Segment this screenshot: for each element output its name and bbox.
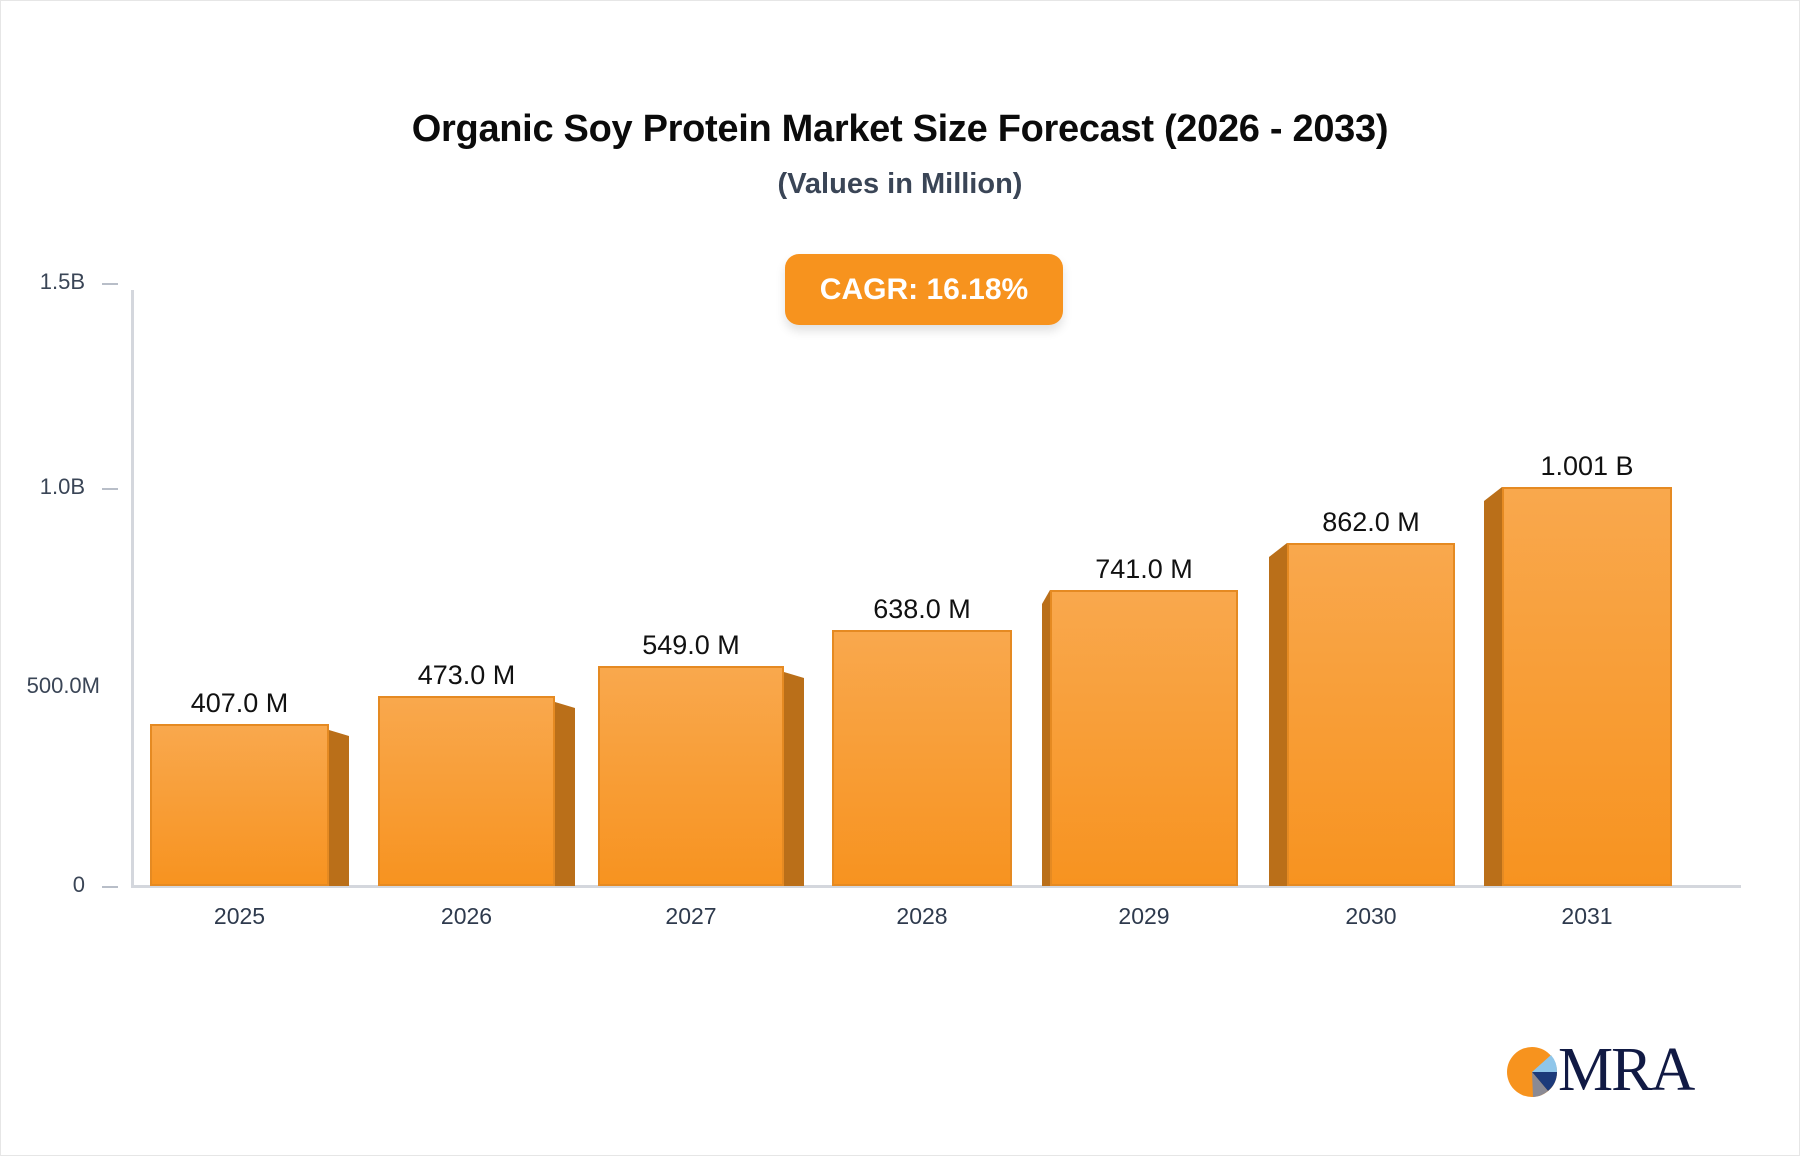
y-tick-label: 500.0M	[26, 673, 100, 698]
bar-front-face	[832, 630, 1012, 886]
y-tick-label: 1.0B	[39, 474, 85, 499]
y-tick-label: 1.5B	[39, 269, 85, 294]
y-tick-mark	[102, 886, 118, 888]
y-tick-mark	[102, 488, 118, 490]
cagr-badge: CAGR: 16.18%	[785, 254, 1063, 325]
bar-value-label: 473.0 M	[417, 660, 516, 690]
bar-2031	[1484, 487, 1672, 886]
bar-front-face	[598, 666, 784, 886]
bar-side-face	[1042, 590, 1050, 886]
bar-2026	[378, 696, 575, 886]
bar-value-label: 1.001 B	[1540, 451, 1634, 481]
bar-value-label: 407.0 M	[190, 688, 289, 718]
bar-2030	[1269, 543, 1455, 886]
x-tick-label: 2029	[1118, 903, 1170, 929]
mra-logo: MRA	[1506, 1036, 1696, 1104]
y-tick-label: 0	[72, 872, 85, 897]
bar-side-face	[555, 702, 575, 886]
x-tick-label: 2026	[440, 903, 493, 929]
bar-2027	[598, 666, 804, 886]
bar-side-face	[784, 672, 804, 886]
x-axis-line	[131, 885, 1741, 888]
bar-side-face	[1484, 487, 1502, 886]
logo-text: MRA	[1558, 1036, 1695, 1104]
bar-side-face	[1269, 543, 1287, 886]
bar-value-label: 549.0 M	[642, 630, 740, 660]
bar-front-face	[378, 696, 555, 886]
y-axis-line	[131, 290, 134, 888]
pie-logo-icon	[1507, 1047, 1558, 1097]
chart-title: Organic Soy Protein Market Size Forecast…	[411, 108, 1389, 150]
bar-value-label: 741.0 M	[1095, 554, 1193, 584]
bar-front-face	[1502, 487, 1672, 886]
x-tick-label: 2030	[1345, 903, 1397, 929]
bar-front-face	[1287, 543, 1455, 886]
bar-front-face	[150, 724, 329, 886]
bar-value-label: 862.0 M	[1322, 507, 1420, 537]
bar-side-face	[329, 730, 349, 886]
bar-2025	[150, 724, 349, 886]
bar-2029	[1042, 590, 1238, 886]
x-tick-label: 2027	[665, 903, 717, 929]
y-tick-mark	[102, 283, 118, 285]
bar-front-face	[1050, 590, 1238, 886]
bar-value-label: 638.0 M	[873, 594, 971, 624]
x-tick-label: 2028	[896, 903, 948, 929]
x-tick-label: 2025	[213, 903, 266, 929]
chart-subtitle: (Values in Million)	[777, 168, 1023, 200]
x-tick-label: 2031	[1561, 903, 1613, 929]
bar-2028	[832, 630, 1012, 886]
